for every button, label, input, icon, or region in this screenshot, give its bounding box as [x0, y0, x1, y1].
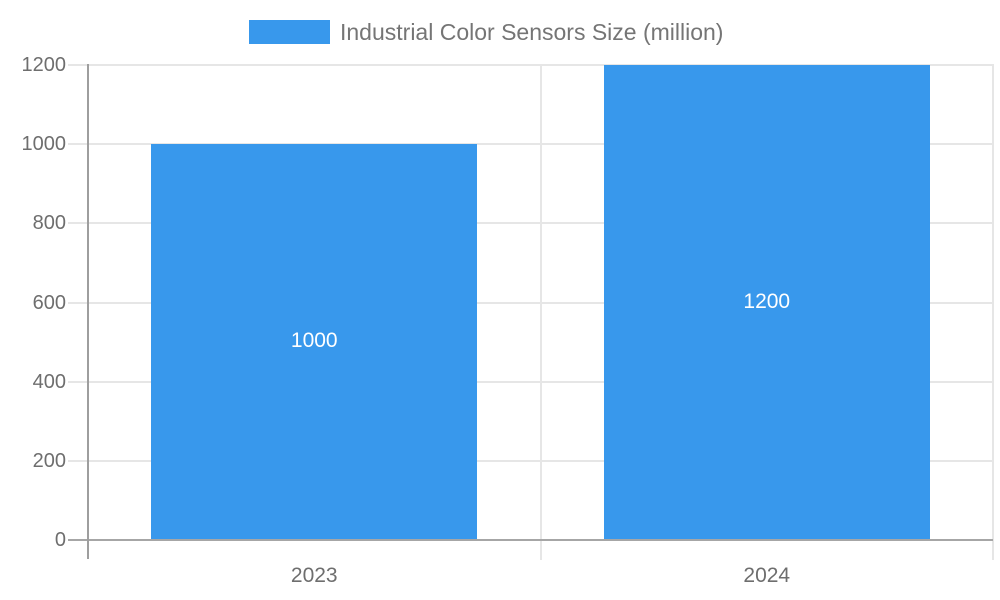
y-tick-label: 0	[54, 529, 66, 551]
legend-swatch	[249, 20, 330, 44]
y-tick-label: 1000	[21, 133, 67, 156]
y-tick-label: 1200	[21, 54, 67, 76]
y-tick-label: 800	[32, 212, 66, 235]
bar	[603, 65, 930, 539]
x-axis-line	[68, 539, 993, 541]
bar	[151, 144, 478, 539]
y-tick-label: 400	[32, 370, 66, 393]
x-tick-label: 2023	[290, 564, 338, 587]
gridline	[68, 459, 993, 462]
gridline	[68, 222, 993, 225]
x-tick-label: 2024	[743, 564, 791, 587]
gridline	[68, 380, 993, 383]
gridline	[68, 143, 993, 146]
gridline	[68, 301, 993, 304]
y-axis-line	[87, 64, 89, 559]
plot-right-border	[992, 64, 994, 560]
y-tick-label: 200	[32, 449, 66, 472]
bar-value-label: 1200	[743, 289, 791, 313]
y-tick-label: 600	[32, 291, 66, 314]
bar-value-label: 1000	[290, 329, 338, 353]
legend-label: Industrial Color Sensors Size (million)	[340, 19, 724, 45]
gridline	[68, 64, 993, 66]
category-divider-line	[539, 64, 542, 560]
